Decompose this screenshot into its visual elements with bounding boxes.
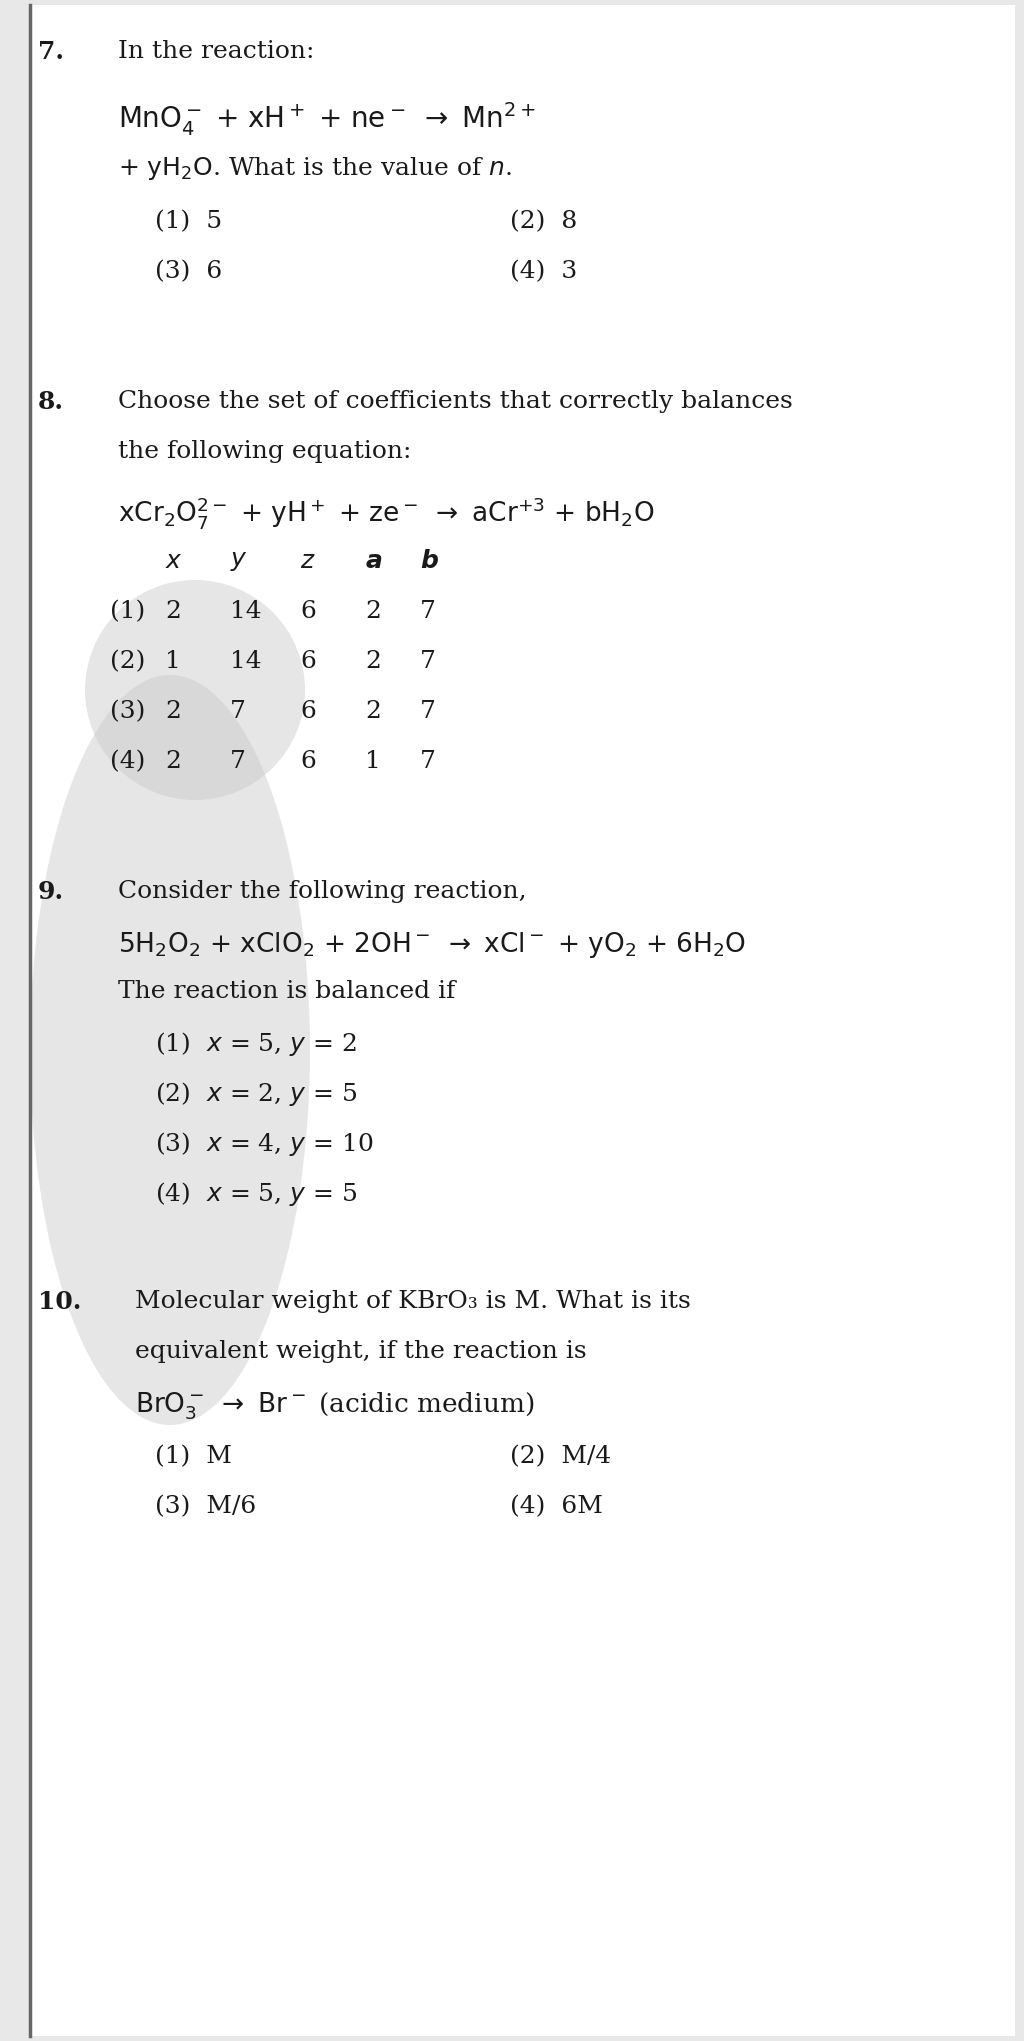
Text: 6: 6 xyxy=(300,649,315,674)
Text: (3): (3) xyxy=(110,700,145,723)
Text: 1: 1 xyxy=(165,649,181,674)
Text: $\mathrm{MnO_4^-}$ + $\mathrm{xH^+}$ + $\mathrm{ne^-}$ $\rightarrow$ $\mathrm{Mn: $\mathrm{MnO_4^-}$ + $\mathrm{xH^+}$ + $… xyxy=(118,100,536,139)
Text: (1): (1) xyxy=(110,600,145,623)
Text: equivalent weight, if the reaction is: equivalent weight, if the reaction is xyxy=(135,1341,587,1363)
Text: $\boldsymbol{b}$: $\boldsymbol{b}$ xyxy=(420,549,439,574)
Text: 7: 7 xyxy=(420,749,436,774)
Text: 8.: 8. xyxy=(38,390,63,414)
Text: (2): (2) xyxy=(110,649,145,674)
Text: (3)  6: (3) 6 xyxy=(155,259,222,284)
Text: 7: 7 xyxy=(420,649,436,674)
Text: $\mathrm{5H_2O_2}$ + $\mathrm{xClO_2}$ + $\mathrm{2OH^-}$ $\rightarrow$ $\mathrm: $\mathrm{5H_2O_2}$ + $\mathrm{xClO_2}$ +… xyxy=(118,931,746,959)
Text: (3)  $\mathit{x}$ = 4, $\mathit{y}$ = 10: (3) $\mathit{x}$ = 4, $\mathit{y}$ = 10 xyxy=(155,1131,374,1157)
Text: In the reaction:: In the reaction: xyxy=(118,41,314,63)
Text: 14: 14 xyxy=(230,600,261,623)
Text: 1: 1 xyxy=(365,749,381,774)
Text: $\boldsymbol{a}$: $\boldsymbol{a}$ xyxy=(365,549,382,574)
Text: 2: 2 xyxy=(365,649,381,674)
Text: (4)  6M: (4) 6M xyxy=(510,1494,603,1519)
Text: (1)  5: (1) 5 xyxy=(155,210,222,233)
Text: 6: 6 xyxy=(300,700,315,723)
Text: + $\mathrm{yH_2O}$. What is the value of $\mathit{n}$.: + $\mathrm{yH_2O}$. What is the value of… xyxy=(118,155,512,182)
Text: 7: 7 xyxy=(420,700,436,723)
Text: $\mathit{x}$: $\mathit{x}$ xyxy=(165,549,182,574)
Text: Choose the set of coefficients that correctly balances: Choose the set of coefficients that corr… xyxy=(118,390,793,412)
Text: 6: 6 xyxy=(300,749,315,774)
Text: $\mathit{z}$: $\mathit{z}$ xyxy=(300,549,315,574)
Text: (4)  $\mathit{x}$ = 5, $\mathit{y}$ = 5: (4) $\mathit{x}$ = 5, $\mathit{y}$ = 5 xyxy=(155,1180,357,1208)
Text: $\mathrm{BrO_3^-}$ $\rightarrow$ $\mathrm{Br^-}$ (acidic medium): $\mathrm{BrO_3^-}$ $\rightarrow$ $\mathr… xyxy=(135,1390,535,1421)
Ellipse shape xyxy=(30,676,310,1425)
Text: the following equation:: the following equation: xyxy=(118,441,412,463)
Text: 7: 7 xyxy=(230,700,246,723)
Text: 14: 14 xyxy=(230,649,261,674)
Text: 2: 2 xyxy=(365,700,381,723)
Circle shape xyxy=(85,580,305,800)
Text: (2)  8: (2) 8 xyxy=(510,210,578,233)
Text: 9.: 9. xyxy=(38,880,65,904)
Text: The reaction is balanced if: The reaction is balanced if xyxy=(118,980,456,1002)
Text: 2: 2 xyxy=(365,600,381,623)
Text: $\mathit{y}$: $\mathit{y}$ xyxy=(230,549,248,574)
Text: (2)  M/4: (2) M/4 xyxy=(510,1445,611,1467)
Text: 10.: 10. xyxy=(38,1290,81,1314)
Text: 2: 2 xyxy=(165,749,181,774)
Text: (4)  3: (4) 3 xyxy=(510,259,578,284)
Text: 2: 2 xyxy=(165,600,181,623)
Text: Consider the following reaction,: Consider the following reaction, xyxy=(118,880,526,902)
Text: (3)  M/6: (3) M/6 xyxy=(155,1494,256,1519)
Text: $\mathrm{xCr_2O_7^{2-}}$ + $\mathrm{yH^+}$ + $\mathrm{ze^-}$ $\rightarrow$ $\mat: $\mathrm{xCr_2O_7^{2-}}$ + $\mathrm{yH^+… xyxy=(118,496,654,531)
Text: (2)  $\mathit{x}$ = 2, $\mathit{y}$ = 5: (2) $\mathit{x}$ = 2, $\mathit{y}$ = 5 xyxy=(155,1080,357,1108)
Text: 7: 7 xyxy=(230,749,246,774)
Text: 7: 7 xyxy=(420,600,436,623)
Text: Molecular weight of KBrO₃ is M. What is its: Molecular weight of KBrO₃ is M. What is … xyxy=(135,1290,691,1312)
Text: (1)  M: (1) M xyxy=(155,1445,231,1467)
Text: (1)  $\mathit{x}$ = 5, $\mathit{y}$ = 2: (1) $\mathit{x}$ = 5, $\mathit{y}$ = 2 xyxy=(155,1031,356,1057)
Text: (4): (4) xyxy=(110,749,145,774)
Text: 2: 2 xyxy=(165,700,181,723)
Text: 6: 6 xyxy=(300,600,315,623)
Text: 7.: 7. xyxy=(38,41,63,63)
